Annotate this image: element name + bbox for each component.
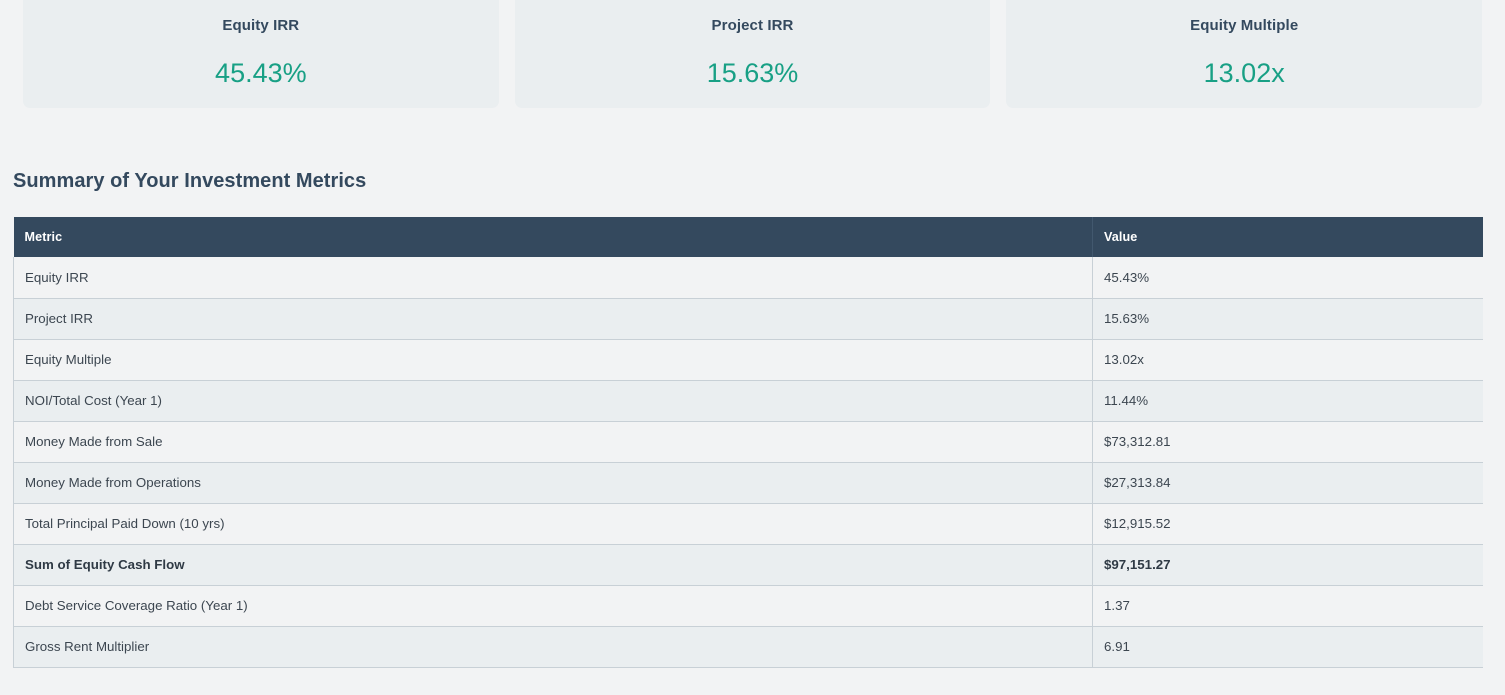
cell-value: 15.63% [1092,298,1483,340]
kpi-card-row: Equity IRR 45.43% Project IRR 15.63% Equ… [0,0,1505,108]
kpi-label: Equity IRR [222,17,300,34]
table-row: Money Made from Operations $27,313.84 [13,462,1483,504]
table-row: NOI/Total Cost (Year 1) 11.44% [13,380,1483,422]
cell-metric: Equity Multiple [13,339,1093,381]
cell-metric: Money Made from Sale [13,421,1093,463]
cell-metric: Sum of Equity Cash Flow [13,544,1093,586]
kpi-value: 13.02x [1203,58,1285,88]
cell-value: $73,312.81 [1092,421,1483,463]
cell-metric: Project IRR [13,298,1093,340]
cell-metric: Total Principal Paid Down (10 yrs) [13,503,1093,545]
cell-metric: NOI/Total Cost (Year 1) [13,380,1093,422]
table-header-row: Metric Value [13,217,1483,257]
table-row-total: Sum of Equity Cash Flow $97,151.27 [13,544,1483,586]
table-row: Debt Service Coverage Ratio (Year 1) 1.3… [13,585,1483,627]
cell-metric: Money Made from Operations [13,462,1093,504]
table-row: Gross Rent Multiplier 6.91 [13,626,1483,668]
table-row: Total Principal Paid Down (10 yrs) $12,9… [13,503,1483,545]
metrics-table-container: Metric Value Equity IRR 45.43% Project I… [13,217,1483,668]
cell-value: 1.37 [1092,585,1483,627]
page-title: Summary of Your Investment Metrics [13,170,367,192]
table-row: Money Made from Sale $73,312.81 [13,421,1483,463]
column-header-metric: Metric [13,217,1093,257]
kpi-value: 15.63% [706,58,799,88]
cell-value: $27,313.84 [1092,462,1483,504]
kpi-card-equity-irr: Equity IRR 45.43% [23,0,499,108]
table-row: Project IRR 15.63% [13,298,1483,340]
cell-value: 13.02x [1092,339,1483,381]
kpi-value: 45.43% [215,58,307,88]
table-row: Equity IRR 45.43% [13,257,1483,299]
kpi-label: Equity Multiple [1190,17,1299,34]
table-header: Metric Value [13,217,1483,257]
table-body: Equity IRR 45.43% Project IRR 15.63% Equ… [13,257,1483,668]
kpi-card-equity-multiple: Equity Multiple 13.02x [1006,0,1483,108]
kpi-label: Project IRR [711,17,794,34]
cell-metric: Debt Service Coverage Ratio (Year 1) [13,585,1093,627]
cell-value: $12,915.52 [1092,503,1483,545]
metrics-table: Metric Value Equity IRR 45.43% Project I… [13,217,1483,668]
cell-metric: Equity IRR [13,257,1093,299]
cell-value: 45.43% [1092,257,1483,299]
cell-value: 6.91 [1092,626,1483,668]
table-row: Equity Multiple 13.02x [13,339,1483,381]
cell-value: $97,151.27 [1092,544,1483,586]
cell-value: 11.44% [1092,380,1483,422]
cell-metric: Gross Rent Multiplier [13,626,1093,668]
column-header-value: Value [1092,217,1483,257]
kpi-card-project-irr: Project IRR 15.63% [514,0,991,108]
